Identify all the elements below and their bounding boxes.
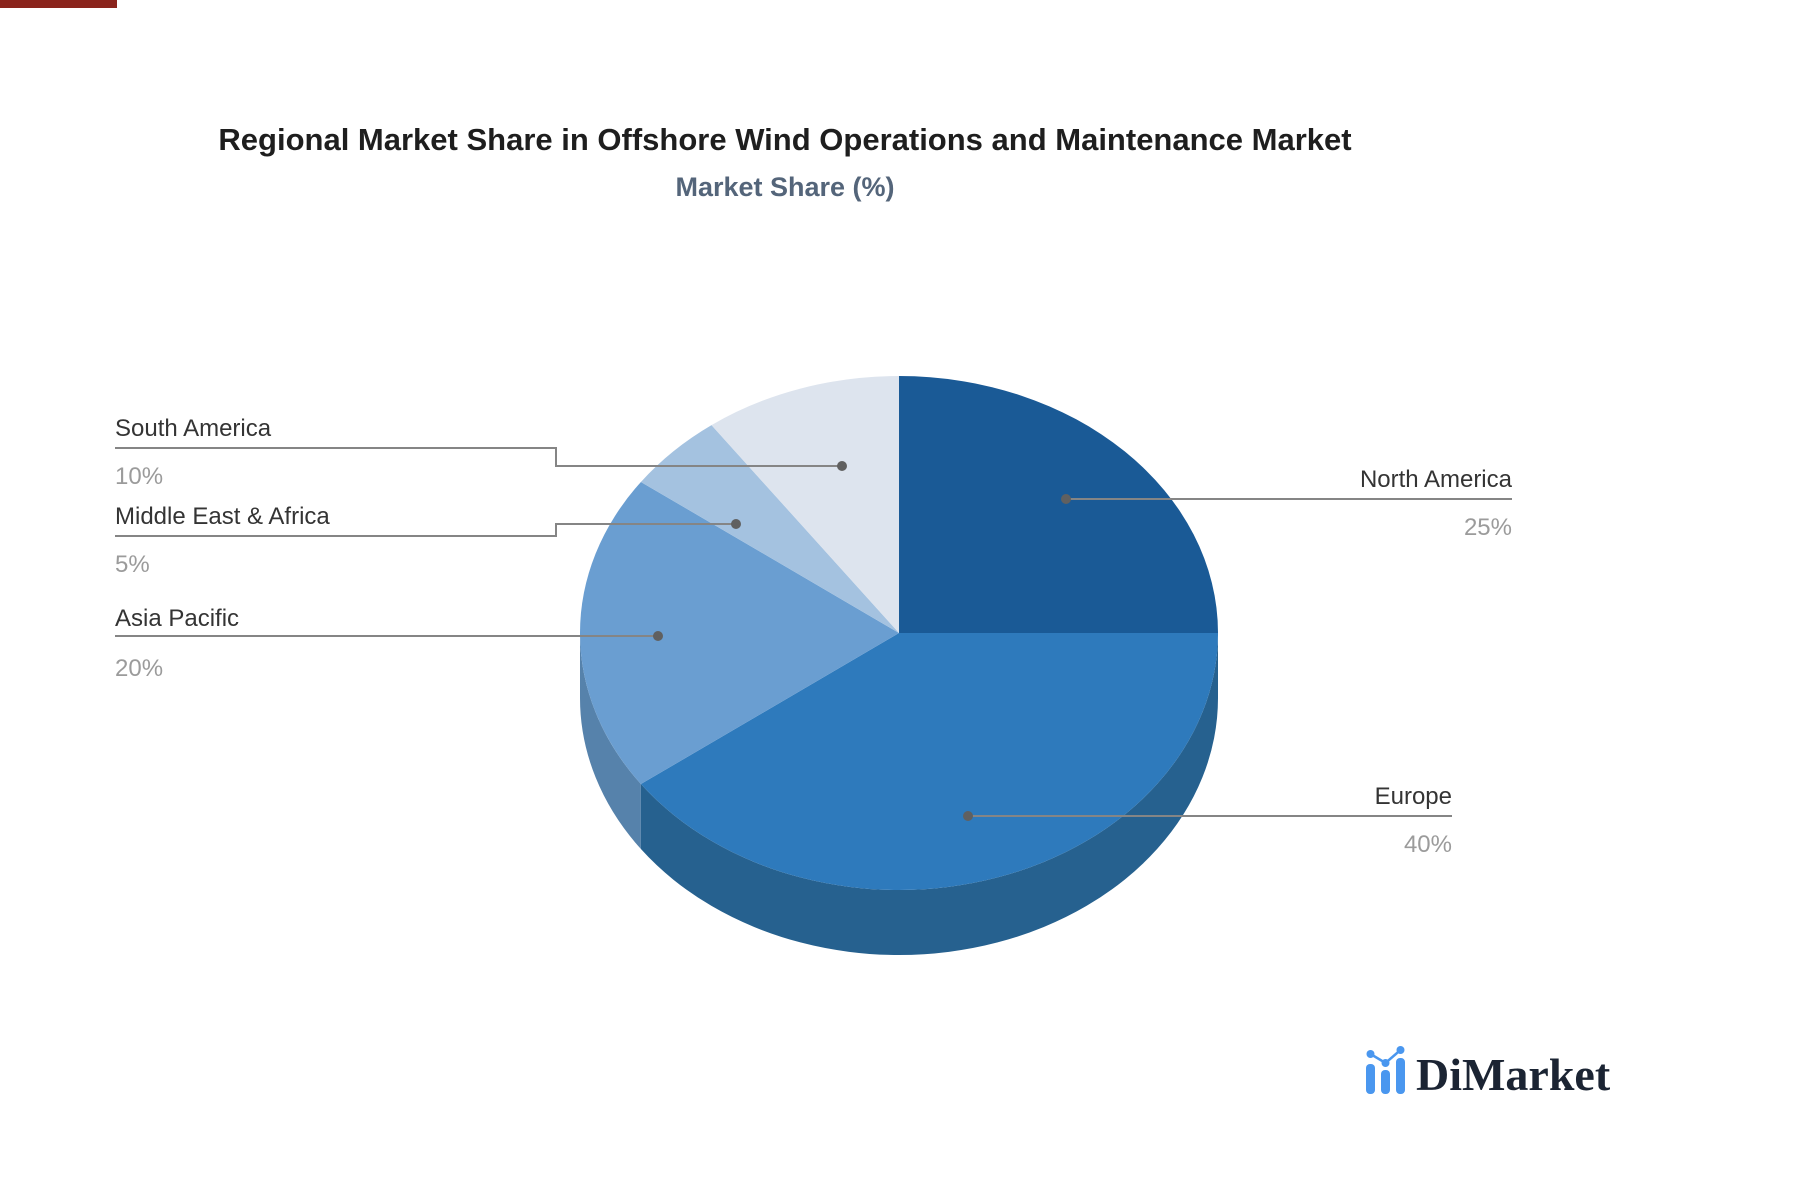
leader-dot-europe: [963, 811, 973, 821]
slice-label-south-america: South America: [115, 415, 272, 442]
chart-title: Regional Market Share in Offshore Wind O…: [218, 122, 1351, 157]
pie-side-asia-pacific: [580, 633, 641, 850]
slice-value-south-america: 10%: [115, 463, 163, 490]
pie-slice-europe[interactable]: [640, 633, 1218, 890]
leader-line-middle-east-africa: [115, 523, 736, 537]
slice-value-middle-east-africa: 5%: [115, 551, 150, 578]
screen-edge-artifact: [0, 0, 117, 8]
bar-chart-icon: [1366, 1046, 1405, 1094]
leader-dot-south-america: [837, 461, 847, 471]
pie-slice-asia-pacific[interactable]: [580, 481, 899, 785]
slice-label-asia-pacific: Asia Pacific: [115, 605, 239, 632]
pie-side-europe: [640, 633, 1218, 955]
slice-value-europe: 40%: [1404, 831, 1452, 858]
slice-label-europe: Europe: [1375, 783, 1452, 810]
slice-value-north-america: 25%: [1464, 514, 1512, 541]
pie-slice-middle-east-africa[interactable]: [640, 425, 899, 633]
pie-slice-north-america[interactable]: [899, 376, 1218, 633]
dimarket-logo-text: DiMarket: [1416, 1049, 1611, 1100]
dimarket-logo: DiMarket: [1366, 1046, 1611, 1100]
leader-dot-north-america: [1061, 494, 1071, 504]
chart-subtitle: Market Share (%): [675, 172, 894, 202]
slice-label-north-america: North America: [1360, 466, 1513, 493]
pie-slice-south-america[interactable]: [711, 376, 899, 633]
pie-3d-side: [580, 633, 1218, 955]
leader-line-south-america: [115, 447, 842, 467]
slice-label-middle-east-africa: Middle East & Africa: [115, 503, 330, 530]
leader-dot-asia-pacific: [653, 631, 663, 641]
pie-chart: [580, 376, 1218, 890]
leader-dot-middle-east-africa: [731, 519, 741, 529]
slice-value-asia-pacific: 20%: [115, 655, 163, 682]
